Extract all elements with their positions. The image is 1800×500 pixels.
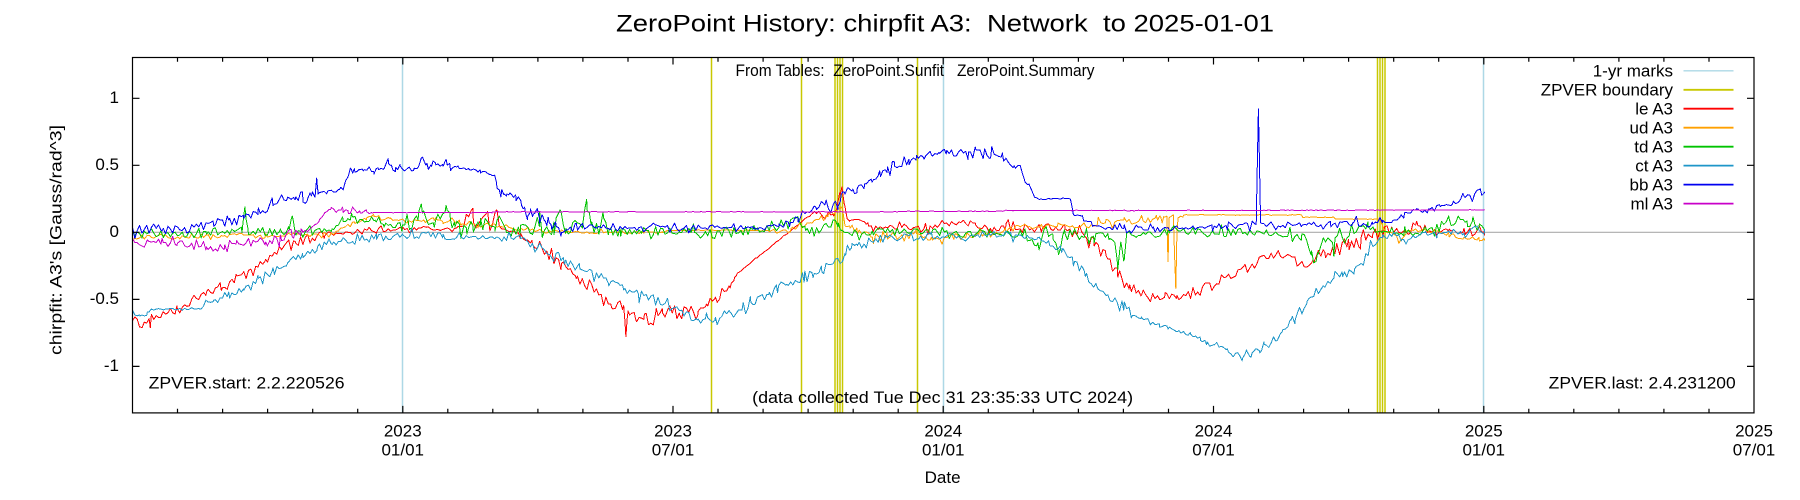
svg-text:2025: 2025	[1735, 422, 1773, 441]
svg-text:2025: 2025	[1465, 422, 1503, 441]
svg-text:2024: 2024	[924, 422, 962, 441]
svg-text:01/01: 01/01	[922, 441, 965, 460]
svg-text:ZeroPoint History: chirpfit A3: ZeroPoint History: chirpfit A3: Network …	[616, 11, 1274, 38]
svg-text:-1: -1	[104, 356, 119, 375]
svg-text:01/01: 01/01	[1462, 441, 1505, 460]
svg-text:2024: 2024	[1195, 422, 1233, 441]
svg-text:0.5: 0.5	[95, 155, 119, 174]
svg-text:07/01: 07/01	[1192, 441, 1235, 460]
svg-text:chirpfit: A3's [Gauss/rad^3]: chirpfit: A3's [Gauss/rad^3]	[47, 125, 66, 355]
svg-text:le A3: le A3	[1635, 99, 1673, 118]
svg-text:07/01: 07/01	[652, 441, 695, 460]
svg-text:ZPVER.last: 2.4.231200: ZPVER.last: 2.4.231200	[1549, 374, 1736, 393]
svg-text:ct A3: ct A3	[1635, 156, 1673, 175]
svg-text:(data collected Tue Dec 31 23:: (data collected Tue Dec 31 23:35:33 UTC …	[752, 388, 1133, 407]
svg-text:01/01: 01/01	[381, 441, 424, 460]
svg-text:1-yr marks: 1-yr marks	[1593, 62, 1673, 81]
svg-text:2023: 2023	[654, 422, 692, 441]
svg-text:From Tables: ZeroPoint.Sunfit: From Tables: ZeroPoint.Sunfit ZeroPoint.…	[736, 61, 1095, 80]
svg-text:1: 1	[110, 88, 119, 107]
svg-text:bb A3: bb A3	[1630, 175, 1674, 194]
svg-text:07/01: 07/01	[1733, 441, 1776, 460]
svg-text:td A3: td A3	[1634, 137, 1673, 156]
svg-text:ud A3: ud A3	[1630, 118, 1674, 137]
svg-text:-0.5: -0.5	[90, 289, 119, 308]
svg-text:Date: Date	[925, 468, 961, 487]
svg-text:ml A3: ml A3	[1630, 194, 1673, 213]
svg-text:ZPVER.start: 2.2.220526: ZPVER.start: 2.2.220526	[149, 374, 345, 393]
svg-text:0: 0	[110, 222, 119, 241]
svg-text:ZPVER boundary: ZPVER boundary	[1541, 80, 1674, 99]
svg-text:2023: 2023	[384, 422, 422, 441]
